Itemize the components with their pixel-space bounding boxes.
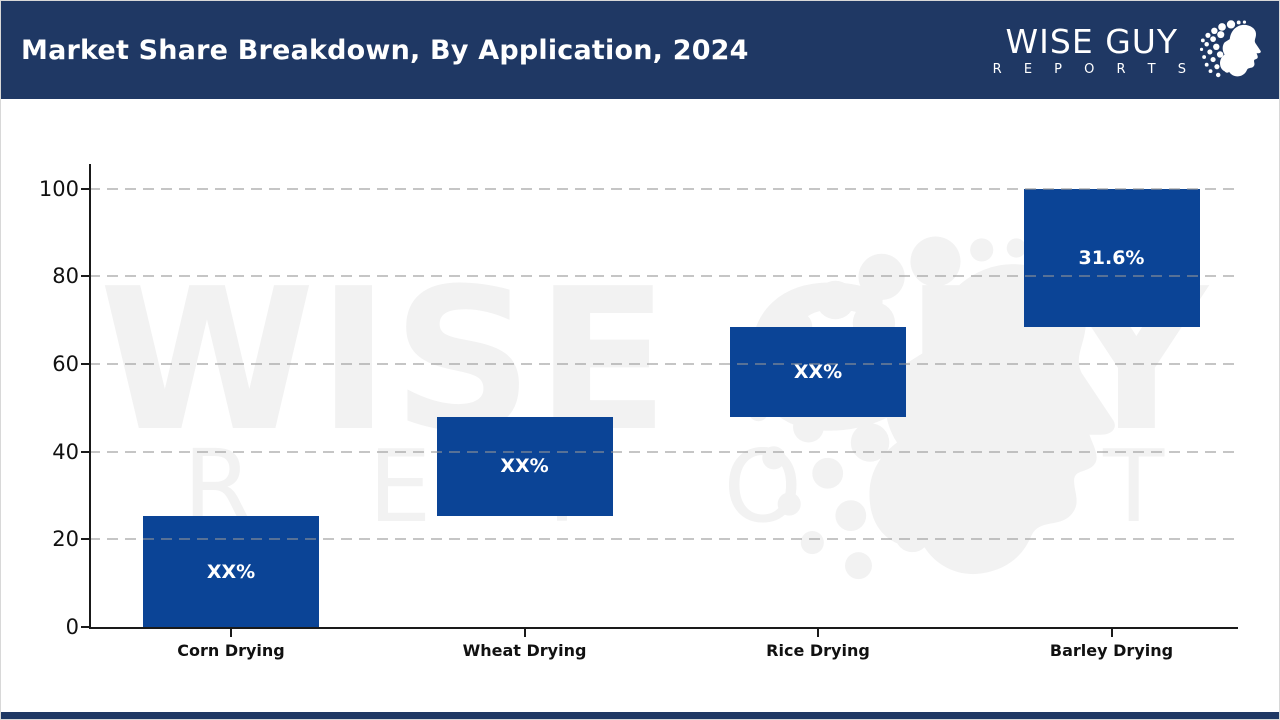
y-tick-label-100: 100	[38, 176, 79, 201]
x-axis-label-corn-drying: Corn Drying	[177, 641, 285, 660]
bar-value-label-corn-drying: XX%	[206, 560, 256, 583]
x-axis-label-rice-drying: Rice Drying	[766, 641, 870, 660]
wiseguy-logo: WISE GUY R E P O R T S	[989, 11, 1263, 89]
bar-value-label-wheat-drying: XX%	[500, 455, 549, 478]
y-tick-20	[81, 538, 89, 541]
wiseguy-logo-text: WISE GUY R E P O R T S	[989, 21, 1195, 77]
bar-rice-drying	[730, 327, 906, 417]
gridline-60	[89, 362, 1238, 365]
y-tick-60	[81, 362, 89, 365]
y-axis-line	[89, 164, 91, 629]
header-bar: Market Share Breakdown, By Application, …	[1, 1, 1279, 99]
y-tick-100	[81, 187, 89, 190]
y-tick-80	[81, 275, 89, 278]
y-tick-label-60: 60	[52, 351, 79, 376]
footer-bar	[1, 712, 1279, 719]
y-tick-label-20: 20	[52, 527, 79, 552]
wiseguy-logo-reports: R E P O R T S	[992, 61, 1195, 77]
bar-value-label-rice-drying: XX%	[793, 360, 843, 383]
gridline-20	[89, 538, 1238, 541]
y-tick-label-0: 0	[65, 615, 79, 639]
x-axis-label-wheat-drying: Wheat Drying	[462, 641, 587, 660]
bar-corn-drying	[143, 516, 319, 627]
y-tick-label-80: 80	[52, 264, 79, 289]
x-tick-barley-drying	[1110, 629, 1113, 637]
gridline-80	[89, 275, 1238, 278]
bar-value-label-barley-drying: 31.6%	[1078, 246, 1145, 269]
y-tick-0	[81, 626, 89, 628]
wiseguy-logo-name: WISE GUY	[1005, 21, 1179, 61]
x-axis-line	[89, 627, 1238, 629]
y-tick-label-40: 40	[52, 439, 79, 464]
x-axis-label-barley-drying: Barley Drying	[1049, 641, 1174, 660]
bar-wheat-drying	[436, 416, 613, 517]
x-tick-corn-drying	[230, 629, 232, 637]
gridline-40	[89, 450, 1238, 453]
x-tick-wheat-drying	[523, 629, 526, 637]
gridline-100	[89, 187, 1238, 190]
bar-barley-drying	[1023, 188, 1200, 328]
watermark-reports-text: R E P O R T S	[183, 428, 1280, 545]
y-tick-40	[81, 450, 89, 453]
chart-title: Market Share Breakdown, By Application, …	[21, 34, 749, 66]
x-tick-rice-drying	[817, 629, 819, 637]
wiseguy-head-icon	[1199, 20, 1261, 78]
